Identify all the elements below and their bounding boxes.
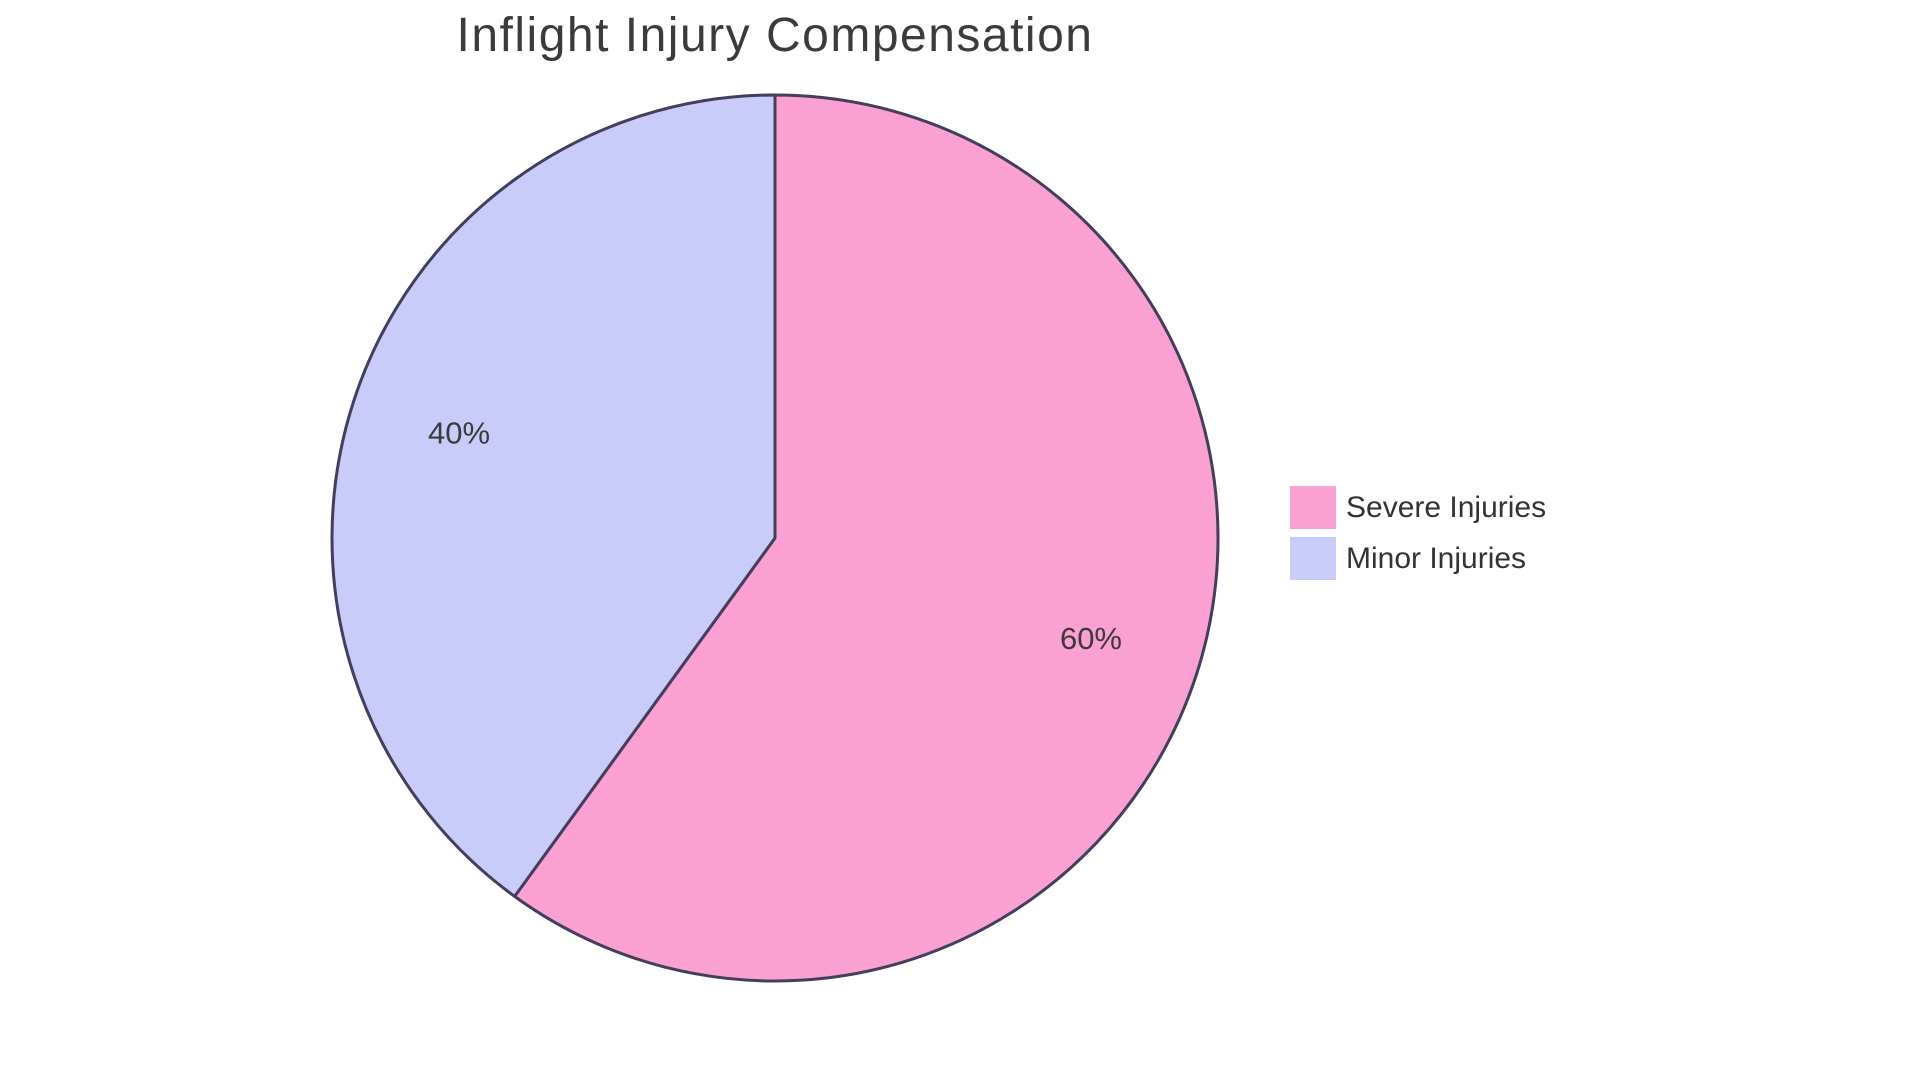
pie-slice-severe-injuries [513,93,1220,983]
slice-percent-label-severe-injuries: 60% [1060,621,1122,656]
pie-chart: 60% 40% [330,93,1220,983]
legend-item-minor-injuries: Minor Injuries [1290,537,1546,580]
slice-percent-label-minor-injuries: 40% [428,416,490,451]
legend-swatch-severe-injuries [1290,486,1336,529]
pie-slice-minor-injuries [330,93,777,898]
legend-swatch-minor-injuries [1290,537,1336,580]
legend-label-severe-injuries: Severe Injuries [1346,491,1547,524]
legend-label-minor-injuries: Minor Injuries [1346,542,1527,575]
chart-title: Inflight Injury Compensation [456,9,1094,62]
legend: Severe Injuries Minor Injuries [1290,486,1546,580]
legend-item-severe-injuries: Severe Injuries [1290,486,1546,529]
